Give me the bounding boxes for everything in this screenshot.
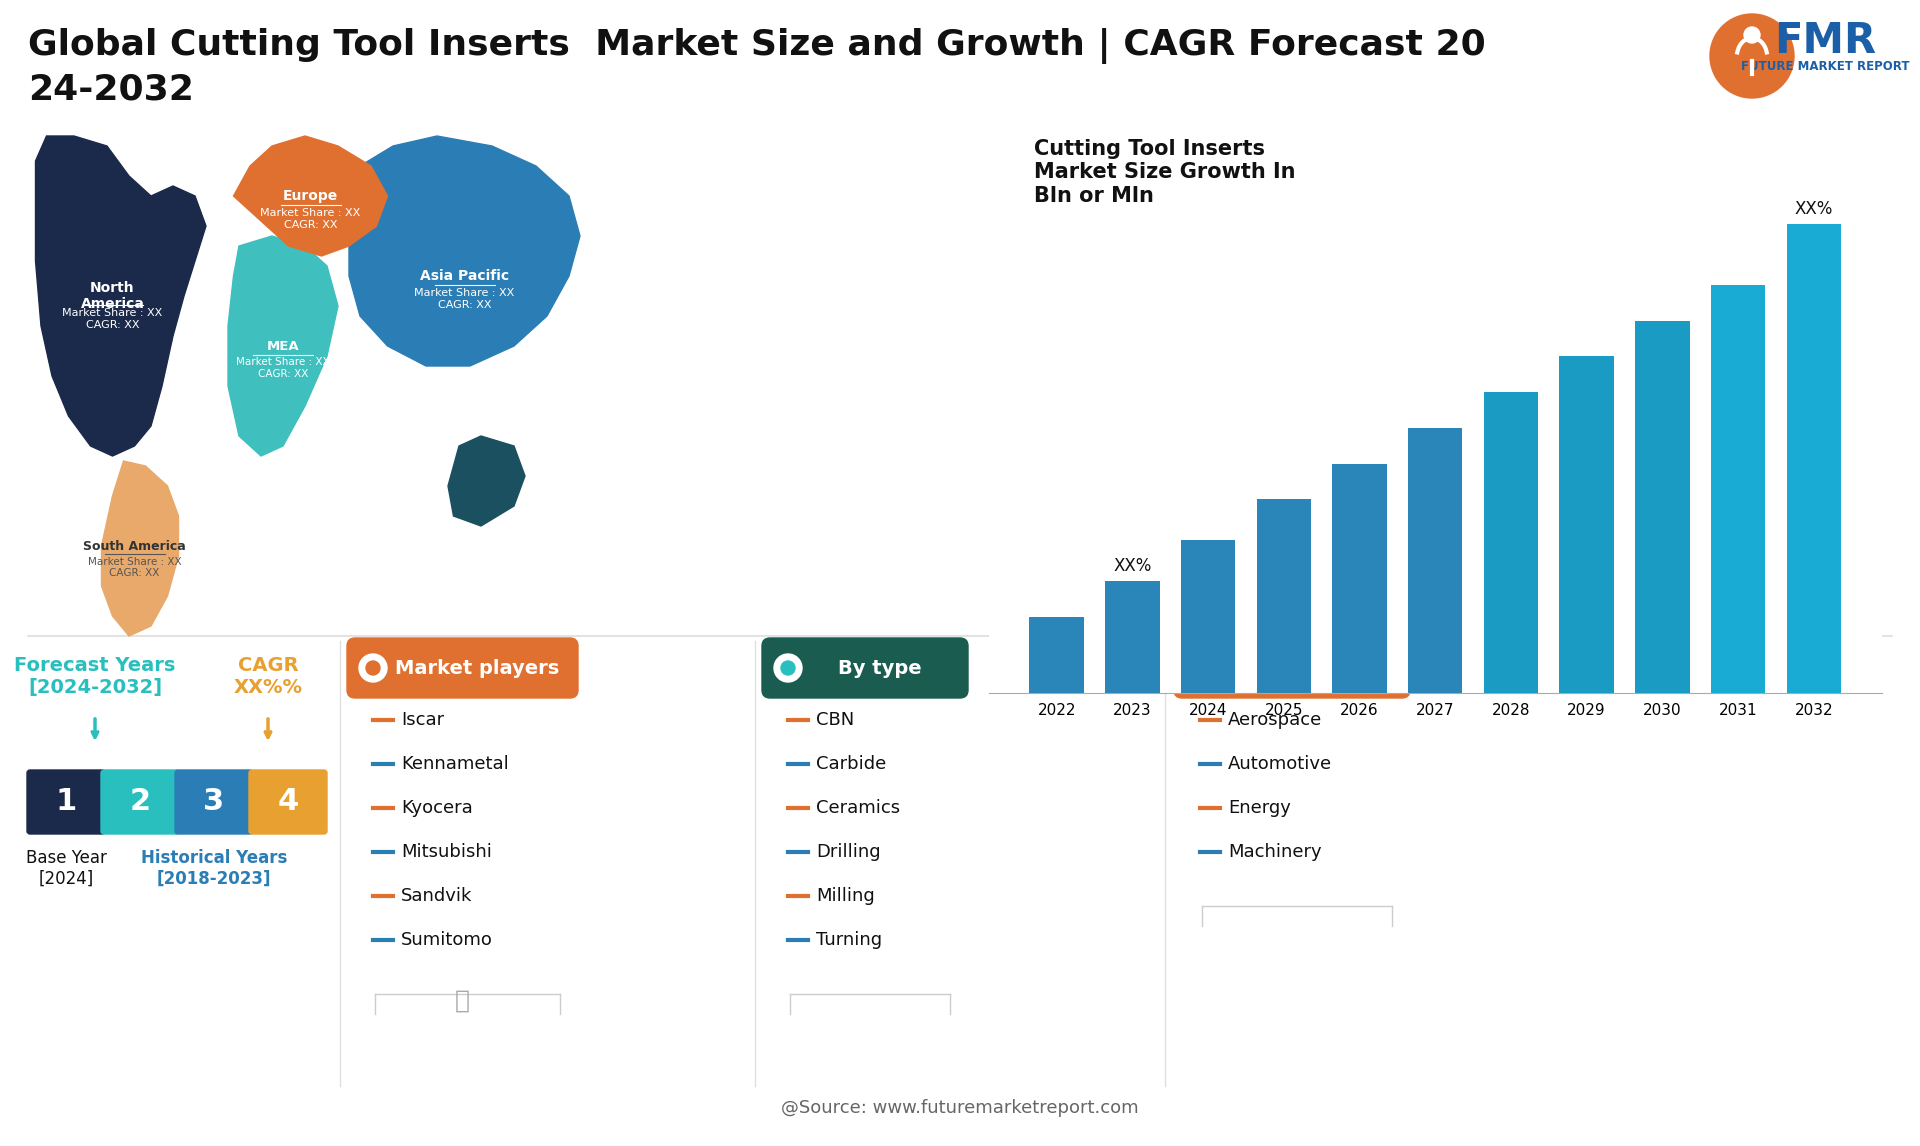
Circle shape	[1192, 661, 1208, 675]
Text: Historical Years
[2018-2023]: Historical Years [2018-2023]	[140, 849, 288, 888]
Text: 3: 3	[204, 787, 225, 816]
Text: Europe: Europe	[282, 189, 338, 203]
FancyBboxPatch shape	[250, 770, 326, 834]
Text: @Source: www.futuremarketreport.com: @Source: www.futuremarketreport.com	[781, 1099, 1139, 1117]
Text: 2: 2	[129, 787, 150, 816]
Text: Market Share : XX
CAGR: XX: Market Share : XX CAGR: XX	[236, 358, 330, 379]
FancyBboxPatch shape	[1173, 638, 1409, 698]
Text: Ceramics: Ceramics	[816, 799, 900, 817]
Text: Aerospace: Aerospace	[1229, 711, 1323, 729]
Text: Milling: Milling	[816, 887, 876, 905]
Text: Kyocera: Kyocera	[401, 799, 472, 817]
FancyBboxPatch shape	[102, 770, 179, 834]
Bar	[1181, 540, 1235, 693]
Circle shape	[781, 661, 795, 675]
Bar	[1332, 464, 1386, 693]
FancyBboxPatch shape	[175, 770, 253, 834]
Polygon shape	[447, 435, 524, 526]
Text: Machinery: Machinery	[1229, 843, 1321, 861]
Text: Turning: Turning	[816, 931, 881, 949]
Polygon shape	[228, 236, 338, 456]
Bar	[1029, 617, 1085, 693]
Text: Iscar: Iscar	[401, 711, 444, 729]
Circle shape	[1743, 28, 1761, 44]
Text: CBN: CBN	[816, 711, 854, 729]
Bar	[1256, 500, 1311, 693]
Text: Base Year
[2024]: Base Year [2024]	[25, 849, 106, 888]
Text: By application: By application	[1229, 659, 1384, 677]
Bar	[1484, 392, 1538, 693]
Bar	[1636, 321, 1690, 693]
Text: Market players: Market players	[396, 659, 559, 677]
Circle shape	[1711, 14, 1793, 99]
Text: 24-2032: 24-2032	[29, 73, 194, 107]
Text: Forecast Years
[2024-2032]: Forecast Years [2024-2032]	[13, 656, 177, 697]
Text: Global Cutting Tool Inserts  Market Size and Growth | CAGR Forecast 20: Global Cutting Tool Inserts Market Size …	[29, 28, 1486, 64]
Text: Sumitomo: Sumitomo	[401, 931, 493, 949]
Text: Automotive: Automotive	[1229, 755, 1332, 774]
Text: FUTURE MARKET REPORT: FUTURE MARKET REPORT	[1741, 60, 1908, 72]
Text: By type: By type	[839, 659, 922, 677]
Text: Drilling: Drilling	[816, 843, 881, 861]
Bar	[1711, 285, 1764, 693]
Bar	[1106, 581, 1160, 693]
Polygon shape	[35, 136, 205, 456]
Text: CAGR
XX%%: CAGR XX%%	[234, 656, 303, 697]
Text: 1: 1	[56, 787, 77, 816]
FancyBboxPatch shape	[27, 770, 106, 834]
Text: Market Share : XX
CAGR: XX: Market Share : XX CAGR: XX	[61, 308, 163, 330]
Text: Market Share : XX
CAGR: XX: Market Share : XX CAGR: XX	[88, 557, 180, 579]
FancyBboxPatch shape	[762, 638, 968, 698]
Bar	[1407, 427, 1463, 693]
Polygon shape	[102, 461, 179, 636]
Text: Mitsubishi: Mitsubishi	[401, 843, 492, 861]
Text: North
America: North America	[81, 281, 144, 311]
Text: South America: South America	[83, 540, 186, 552]
Text: Market Share : XX
CAGR: XX: Market Share : XX CAGR: XX	[415, 288, 515, 309]
Text: FMR: FMR	[1774, 19, 1876, 62]
Circle shape	[1187, 654, 1213, 682]
Text: 4: 4	[276, 787, 300, 816]
Text: ⌒: ⌒	[455, 989, 470, 1013]
Circle shape	[774, 654, 803, 682]
Circle shape	[359, 654, 388, 682]
Polygon shape	[234, 136, 388, 256]
Bar	[1786, 223, 1841, 693]
Circle shape	[367, 661, 380, 675]
Circle shape	[1196, 664, 1204, 672]
Text: Cutting Tool Inserts
Market Size Growth In
Bln or Mln: Cutting Tool Inserts Market Size Growth …	[1035, 139, 1296, 205]
Polygon shape	[349, 136, 580, 366]
Bar	[1559, 356, 1615, 693]
Text: Energy: Energy	[1229, 799, 1290, 817]
Text: Sandvik: Sandvik	[401, 887, 472, 905]
Text: XX%: XX%	[1114, 557, 1152, 575]
Text: Asia Pacific: Asia Pacific	[420, 269, 509, 283]
Text: Market Share : XX
CAGR: XX: Market Share : XX CAGR: XX	[261, 209, 361, 229]
Text: Carbide: Carbide	[816, 755, 887, 774]
FancyBboxPatch shape	[348, 638, 578, 698]
Text: Kennametal: Kennametal	[401, 755, 509, 774]
Text: XX%: XX%	[1795, 199, 1834, 218]
Text: MEA: MEA	[267, 339, 300, 353]
